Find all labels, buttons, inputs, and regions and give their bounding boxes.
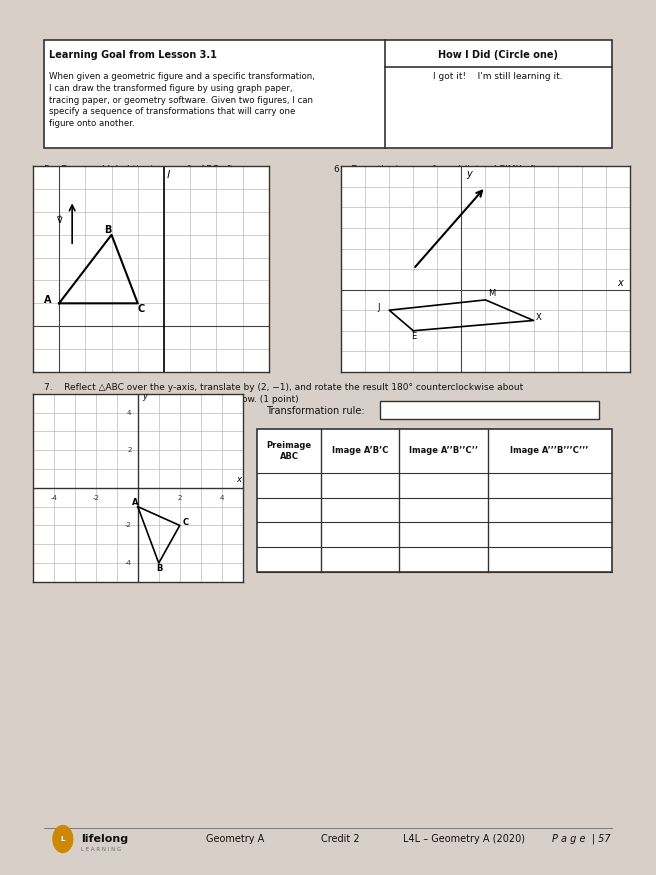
Text: x: x xyxy=(618,277,623,288)
Text: Image A’’’B’’’C’’’: Image A’’’B’’’C’’’ xyxy=(510,446,589,456)
Text: v⃗: v⃗ xyxy=(56,215,62,226)
Text: Image A’’B’’C’’: Image A’’B’’C’’ xyxy=(409,446,478,456)
Text: Preimage
ABC: Preimage ABC xyxy=(266,441,312,460)
Text: Credit 2: Credit 2 xyxy=(321,834,359,844)
Text: A: A xyxy=(44,296,51,305)
Text: 7.    Reflect △ABC over the y-axis, translate by (2, −1), and rotate the result : 7. Reflect △ABC over the y-axis, transla… xyxy=(45,383,523,404)
Text: l: l xyxy=(167,170,170,179)
Text: L E A R N I N G: L E A R N I N G xyxy=(81,847,121,851)
Text: When given a geometric figure and a specific transformation,
I can draw the tran: When given a geometric figure and a spec… xyxy=(49,72,315,129)
Text: B: B xyxy=(157,564,163,572)
Text: -4: -4 xyxy=(125,560,131,566)
Text: C: C xyxy=(138,304,145,314)
Text: -4: -4 xyxy=(51,495,57,501)
Text: y: y xyxy=(142,392,147,402)
Circle shape xyxy=(53,826,73,852)
Text: Geometry A: Geometry A xyxy=(207,834,264,844)
Text: I got it!    I'm still learning it.: I got it! I'm still learning it. xyxy=(434,72,563,81)
Text: L: L xyxy=(60,836,65,842)
Text: A: A xyxy=(131,498,138,507)
Text: M: M xyxy=(488,289,495,298)
Text: 4: 4 xyxy=(127,410,131,416)
Text: -2: -2 xyxy=(92,495,99,501)
Text: C: C xyxy=(183,518,189,528)
Bar xyxy=(257,429,611,572)
Text: -2: -2 xyxy=(125,522,131,528)
Bar xyxy=(45,40,611,148)
Text: E: E xyxy=(411,332,416,341)
Text: x: x xyxy=(236,475,241,484)
Text: 2: 2 xyxy=(178,495,182,501)
Text: y: y xyxy=(466,169,472,178)
Text: X: X xyxy=(536,313,542,323)
Text: P a g e  | 57: P a g e | 57 xyxy=(552,834,610,844)
Text: lifelong: lifelong xyxy=(81,834,129,844)
Text: Transformation rule:: Transformation rule: xyxy=(266,406,365,416)
Bar xyxy=(380,401,600,419)
Text: 2: 2 xyxy=(127,447,131,453)
Text: Image A’B’C: Image A’B’C xyxy=(332,446,388,456)
Text: J: J xyxy=(377,303,380,312)
Text: How I Did (Circle one): How I Did (Circle one) xyxy=(438,50,558,60)
Text: 5.   Draw and label the image of △ABC after a
     reflection across line l and : 5. Draw and label the image of △ABC afte… xyxy=(45,164,266,211)
Text: 6.   Draw the image of quadrilateral EJMX after
     translating it across the g: 6. Draw the image of quadrilateral EJMX … xyxy=(334,164,550,211)
Text: L4L – Geometry A (2020): L4L – Geometry A (2020) xyxy=(403,834,525,844)
Text: 4: 4 xyxy=(220,495,224,501)
Text: Learning Goal from Lesson 3.1: Learning Goal from Lesson 3.1 xyxy=(49,50,217,60)
Text: B: B xyxy=(104,225,111,234)
